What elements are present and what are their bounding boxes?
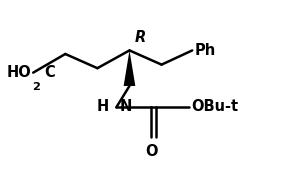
Text: OBu-t: OBu-t bbox=[192, 99, 239, 114]
Text: N: N bbox=[119, 99, 132, 114]
Text: HO: HO bbox=[7, 65, 32, 80]
Text: H: H bbox=[96, 99, 109, 114]
Text: R: R bbox=[135, 30, 146, 45]
Text: C: C bbox=[44, 65, 55, 80]
Text: 2: 2 bbox=[32, 82, 40, 92]
Text: Ph: Ph bbox=[194, 43, 216, 58]
Polygon shape bbox=[124, 50, 135, 86]
Text: O: O bbox=[145, 144, 158, 159]
